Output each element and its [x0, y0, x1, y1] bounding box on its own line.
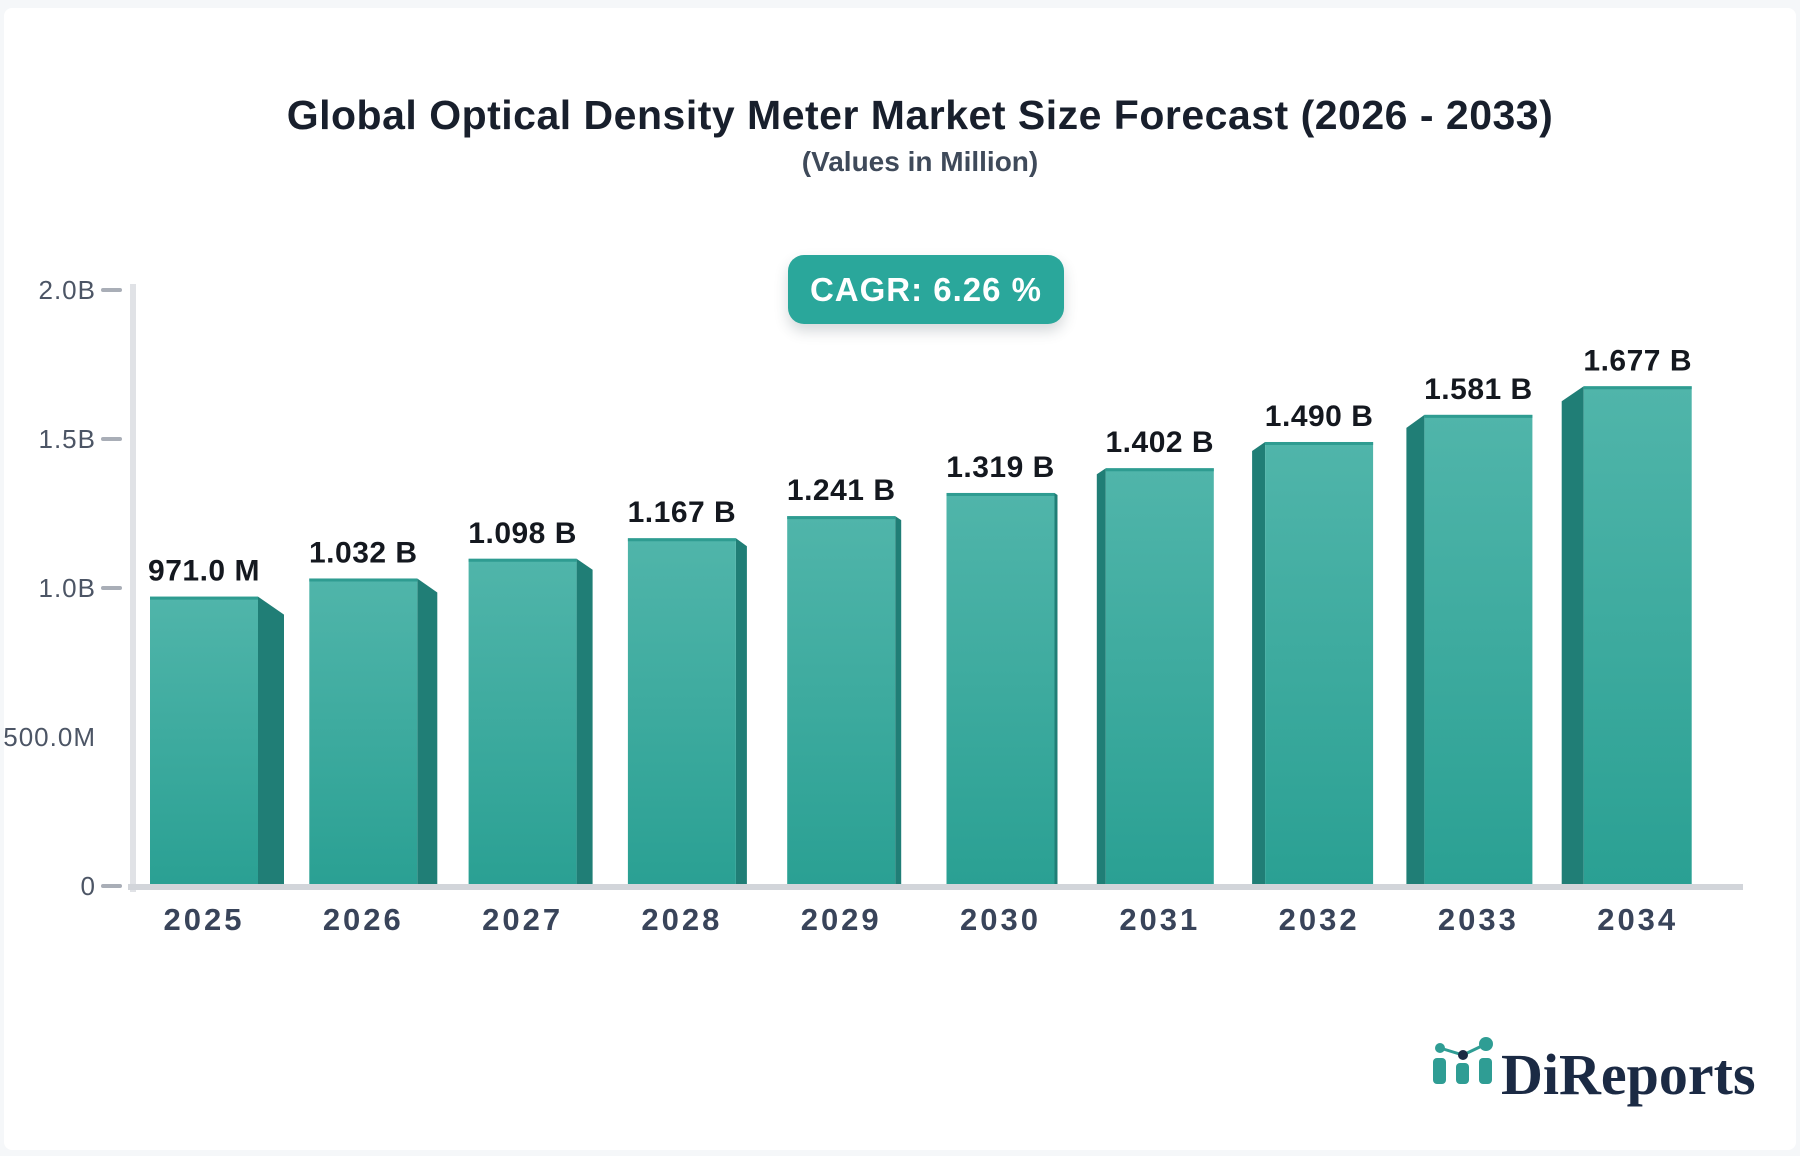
x-tick-label: 2026 — [323, 902, 404, 937]
y-tick-label: 0 — [81, 871, 96, 901]
bar — [1265, 441, 1374, 886]
y-tick-dash — [101, 586, 122, 590]
bar-3d-side — [1561, 386, 1584, 886]
bar — [468, 558, 577, 886]
chart-title: Global Optical Density Meter Market Size… — [286, 92, 1554, 138]
bar — [627, 538, 736, 886]
bar — [946, 492, 1055, 886]
brand-logo-icon — [1433, 1037, 1493, 1084]
bar-value-label: 1.677 B — [1583, 344, 1692, 377]
y-tick-label: 2.0B — [39, 275, 97, 305]
x-tick-label: 2034 — [1597, 902, 1678, 937]
y-tick-label: 500.0M — [3, 722, 96, 752]
bar-value-label: 1.098 B — [468, 517, 577, 550]
bar-value-label: 1.167 B — [628, 496, 737, 529]
bar — [1424, 414, 1533, 886]
bar-3d-side — [417, 578, 438, 886]
chart-subtitle: (Values in Million) — [801, 146, 1039, 177]
bar-3d-side — [895, 516, 902, 886]
bar-3d-side — [1252, 441, 1266, 886]
y-tick-dash — [101, 884, 122, 888]
y-axis-line — [130, 284, 136, 892]
x-axis-baseline — [128, 884, 1743, 890]
bar-3d-side — [258, 596, 284, 886]
x-tick-label: 2033 — [1438, 902, 1519, 937]
x-tick-label: 2032 — [1279, 902, 1360, 937]
brand-logo-text: DiReports — [1501, 1042, 1756, 1107]
bar-value-label: 1.032 B — [309, 536, 418, 569]
bar-3d-side — [1096, 468, 1106, 886]
bar — [150, 596, 258, 886]
x-tick-label: 2029 — [801, 902, 882, 937]
x-tick-label: 2027 — [482, 902, 563, 937]
brand-logo: DiReports — [1433, 1037, 1756, 1107]
cagr-label: CAGR: 6.26 % — [809, 270, 1043, 308]
y-tick-label: 1.5B — [39, 424, 97, 454]
bar-3d-side — [1406, 414, 1425, 886]
x-tick-label: 2025 — [164, 902, 245, 937]
x-tick-label: 2031 — [1119, 902, 1200, 937]
bar-value-label: 1.402 B — [1106, 426, 1215, 459]
bar-value-label: 1.241 B — [787, 474, 896, 507]
x-tick-label: 2030 — [960, 902, 1041, 937]
y-tick-label: 1.0B — [39, 573, 97, 603]
bar — [1583, 386, 1692, 886]
y-tick-dash — [101, 288, 122, 292]
bar-3d-side — [1054, 492, 1058, 886]
bar-3d-side — [576, 558, 593, 886]
bar — [1105, 468, 1214, 886]
bar-value-label: 1.490 B — [1265, 400, 1374, 433]
bar-3d-side — [735, 538, 747, 886]
x-tick-label: 2028 — [641, 902, 722, 937]
y-tick-dash — [101, 437, 122, 441]
bar-value-label: 1.319 B — [946, 451, 1055, 484]
cagr-badge: CAGR: 6.26 % — [788, 255, 1064, 324]
bar — [787, 516, 896, 886]
bar-value-label: 1.581 B — [1424, 373, 1533, 406]
bar-value-label: 971.0 M — [148, 555, 260, 588]
bar — [309, 578, 418, 886]
